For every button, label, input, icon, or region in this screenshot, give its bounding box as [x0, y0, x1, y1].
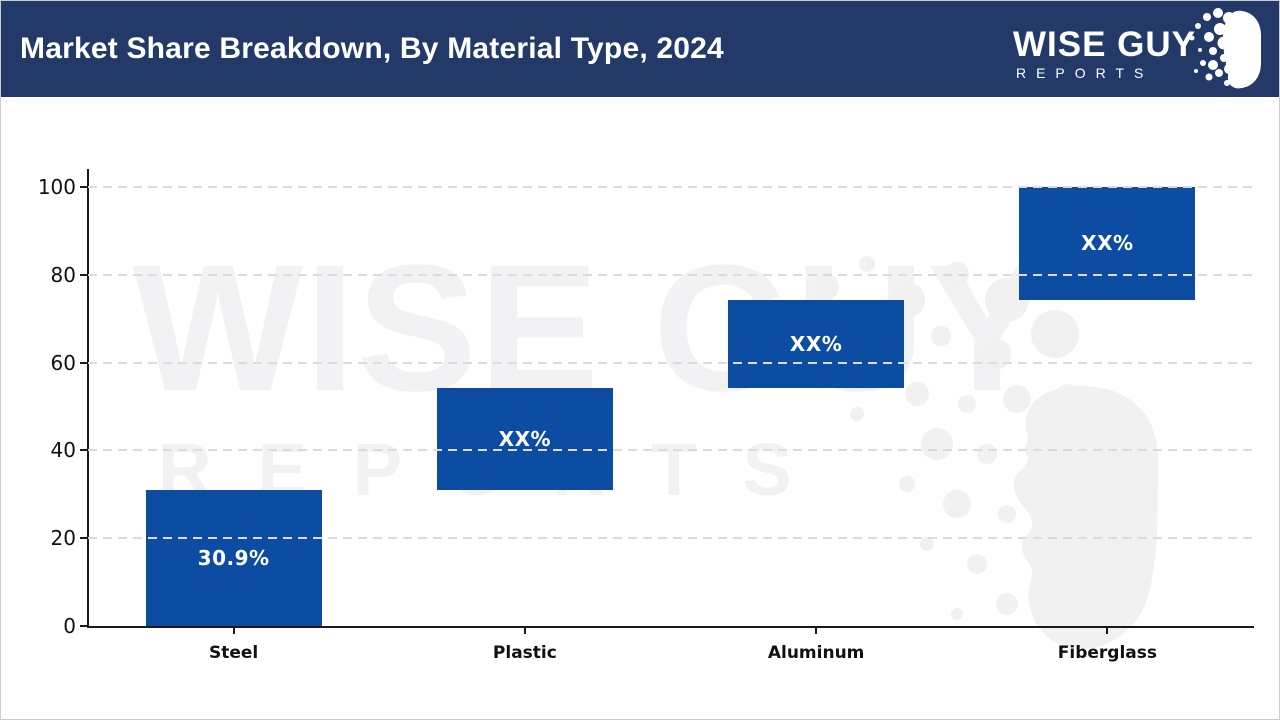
logo-face-icon — [1189, 8, 1262, 89]
y-tick-mark — [80, 449, 88, 452]
bar-fiberglass: XX% — [1019, 187, 1196, 300]
x-tick-mark — [232, 626, 235, 634]
gridline — [88, 537, 1253, 540]
y-tick-mark — [80, 537, 88, 540]
x-tick-mark — [1106, 626, 1109, 634]
logo-subtitle: REPORTS — [1015, 65, 1154, 81]
logo: WISE GUY REPORTS — [1013, 6, 1266, 92]
logo-wordmark: WISE GUY — [1012, 25, 1196, 64]
y-tick-label: 80 — [50, 262, 76, 287]
gridline — [88, 361, 1253, 364]
bar-value-label: XX% — [1081, 231, 1134, 256]
gridline — [88, 449, 1253, 452]
header: Market Share Breakdown, By Material Type… — [0, 0, 1280, 97]
x-axis-line — [87, 626, 1254, 628]
logo-text: WISE GUY REPORTS — [1012, 25, 1196, 82]
bar-value-label: XX% — [789, 331, 843, 356]
bar-aluminum: XX% — [728, 299, 905, 389]
chart-title: Market Share Breakdown, By Material Type… — [20, 31, 724, 65]
y-tick-label: 40 — [50, 438, 76, 463]
watermark-face-icon — [811, 256, 1159, 649]
y-tick-mark — [80, 625, 88, 627]
chart-area: WISE GUY REPORTS 02040608010030.9%SteelX… — [0, 97, 1280, 720]
y-tick-label: 20 — [50, 526, 76, 551]
x-tick-mark — [523, 626, 526, 634]
x-tick-label: Fiberglass — [1057, 643, 1157, 663]
gridline — [88, 186, 1253, 188]
x-tick-mark — [815, 626, 818, 634]
x-tick-label: Aluminum — [767, 643, 865, 663]
gridline — [88, 273, 1253, 276]
bar-value-label: XX% — [498, 427, 552, 452]
y-tick-mark — [80, 186, 88, 188]
y-tick-label: 100 — [37, 175, 76, 199]
y-tick-label: 60 — [50, 350, 76, 375]
y-axis-line — [87, 169, 89, 628]
x-tick-label: Plastic — [492, 643, 557, 663]
plot: 0 20 40 60 80 100 30.9% Steel XX% Plastic XX% Alumi… — [0, 97, 1280, 720]
bar-steel: 30.9% — [145, 490, 322, 626]
y-tick-label: 0 — [63, 614, 76, 638]
bar-plastic: XX% — [436, 388, 613, 491]
x-tick-label: Steel — [208, 643, 259, 663]
y-tick-mark — [80, 273, 88, 276]
bar-value-label: 30.9% — [197, 546, 270, 571]
y-tick-mark — [80, 361, 88, 364]
